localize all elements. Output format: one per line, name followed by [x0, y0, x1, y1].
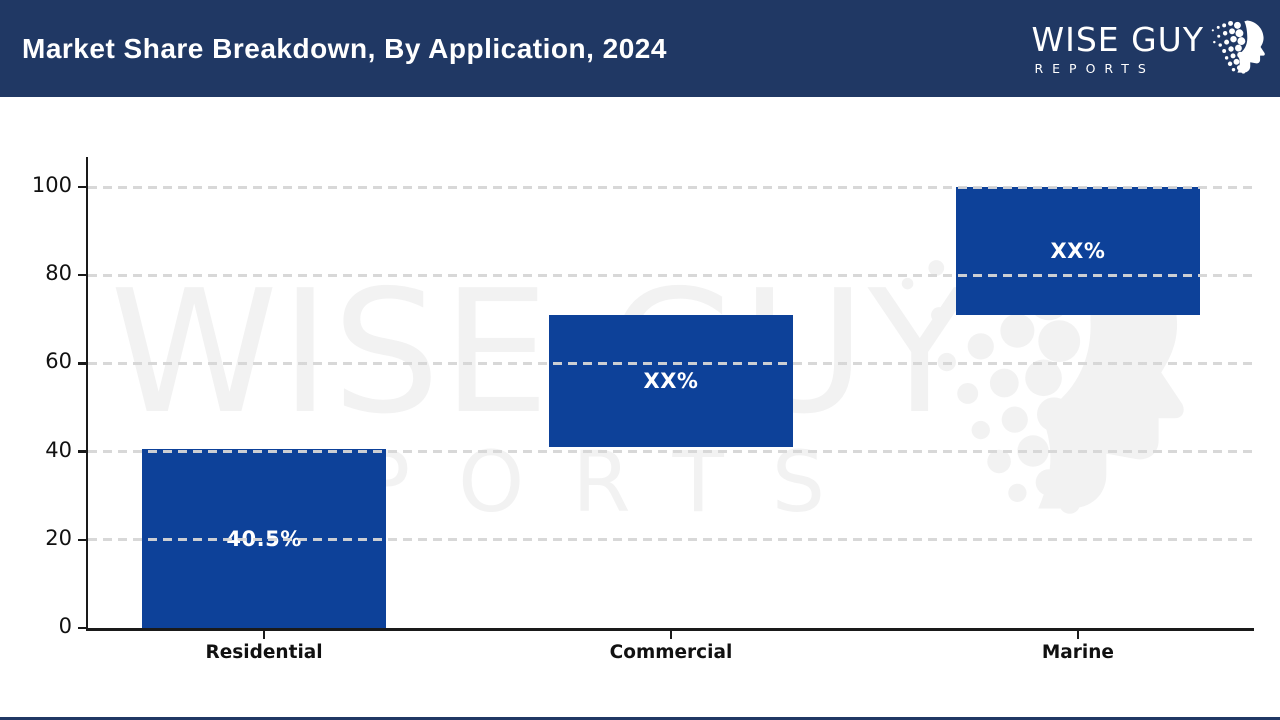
y-tick-mark	[77, 185, 86, 189]
y-tick-mark	[77, 273, 86, 277]
logo-wordmark: WISE GUY	[1031, 20, 1204, 59]
y-tick-mark	[77, 450, 86, 453]
bar-commercial: XX%	[549, 314, 793, 448]
logo-face-icon	[1211, 20, 1265, 74]
gridline-60	[88, 361, 1254, 365]
logo-text: WISE GUY REPORTS	[1031, 20, 1204, 77]
footer-bar	[0, 717, 1280, 720]
y-tick-mark	[77, 538, 86, 542]
gridline-100	[88, 185, 1254, 189]
gridline-80	[88, 273, 1254, 277]
x-tick-mark	[1076, 631, 1080, 639]
watermark-wordmark: WISE GUY	[110, 254, 974, 452]
logo-subtitle: REPORTS	[1034, 61, 1155, 76]
gridline-40	[88, 450, 1254, 454]
x-category-label: Residential	[205, 642, 323, 663]
chart-title: Market Share Breakdown, By Application, …	[22, 32, 667, 64]
y-tick-label: 20	[45, 525, 72, 550]
header-bar: Market Share Breakdown, By Application, …	[0, 0, 1280, 97]
x-tick-mark	[262, 631, 266, 639]
plot-area: 40.5% XX% XX% 0 20 40 60 80 100 Residential Commer…	[32, 157, 1254, 663]
wiseguy-logo: WISE GUY REPORTS	[1031, 5, 1266, 93]
gridline-20	[88, 538, 1254, 542]
bar-value-label: XX%	[1050, 238, 1106, 263]
bar-marine: XX%	[956, 187, 1200, 315]
x-category-label: Commercial	[609, 642, 733, 663]
y-tick-label: 40	[45, 437, 72, 462]
x-category-label: Marine	[1041, 642, 1114, 663]
y-tick-label: 100	[31, 173, 72, 197]
x-tick-mark	[669, 631, 673, 639]
y-tick-mark	[77, 362, 86, 365]
y-tick-label: 60	[45, 349, 72, 374]
y-tick-label: 80	[45, 261, 72, 286]
y-tick-label: 0	[58, 614, 72, 638]
y-tick-mark	[77, 626, 86, 630]
bar-value-label: XX%	[643, 369, 699, 394]
